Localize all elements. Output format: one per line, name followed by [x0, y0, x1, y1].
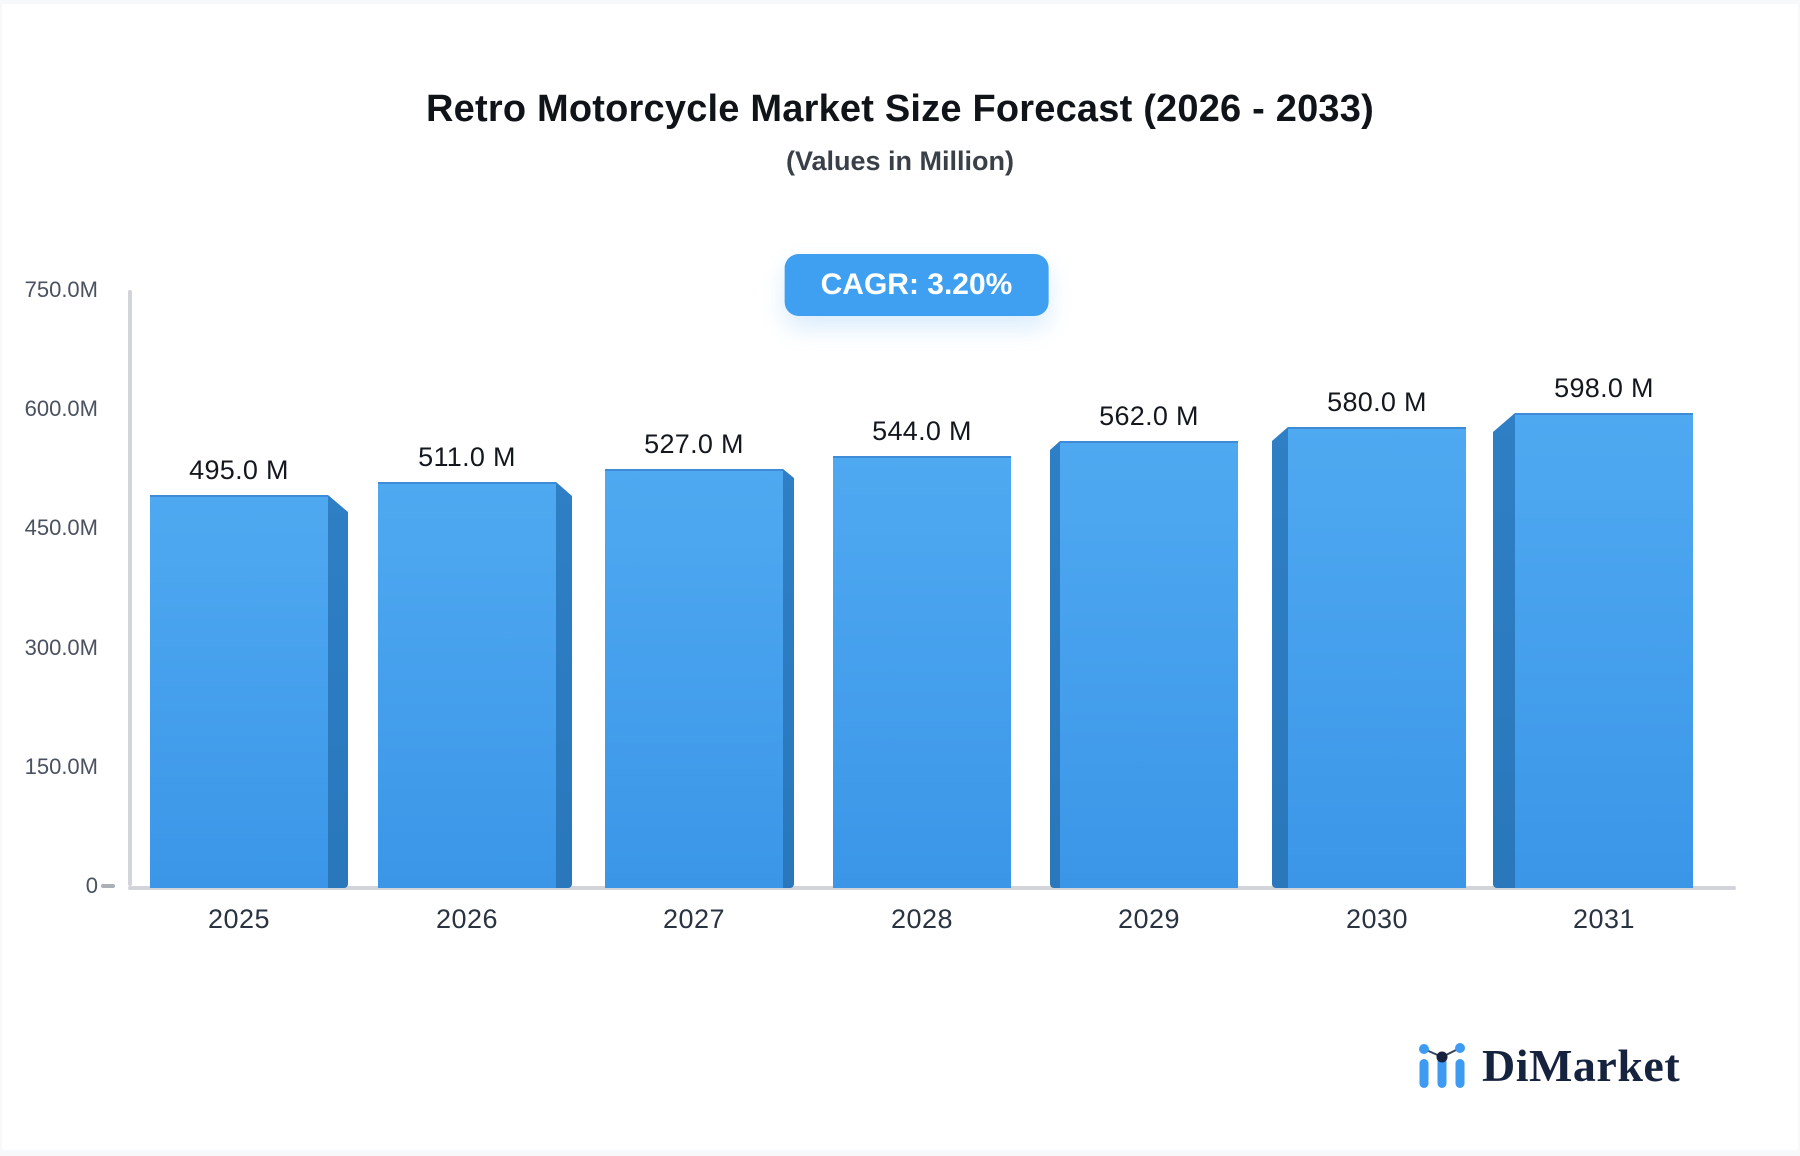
y-axis-line [128, 290, 132, 886]
y-axis-tick-label: 300.0M [24, 634, 98, 660]
bar[interactable] [378, 482, 556, 888]
bar-side-face [1050, 441, 1060, 888]
bar-side-face [556, 482, 572, 888]
bar-value-label: 495.0 M [189, 455, 289, 485]
bar-value-label: 598.0 M [1554, 373, 1654, 403]
x-axis-line [128, 886, 1736, 890]
y-axis-tick-label: 150.0M [24, 753, 98, 779]
bar-side-face [1272, 427, 1288, 888]
bar-value-label: 527.0 M [644, 429, 744, 459]
y-axis-tick-label: 600.0M [24, 396, 98, 422]
cagr-badge: CAGR: 3.20% [784, 254, 1049, 316]
bar-value-label: 511.0 M [418, 442, 516, 472]
bar[interactable] [150, 495, 328, 888]
y-axis-tick-label: 0 [85, 873, 98, 898]
x-axis-label: 2027 [662, 904, 726, 934]
y-axis-tick-label: 750.0M [24, 277, 98, 302]
zero-tick-mark [101, 884, 115, 888]
brand-logo-text: DiMarket [1482, 1039, 1681, 1091]
x-axis-label: 2031 [1572, 904, 1636, 934]
x-axis-label: 2026 [435, 904, 499, 934]
bar[interactable] [1060, 441, 1238, 888]
bar-value-label: 580.0 M [1327, 387, 1427, 417]
bar-value-label: 544.0 M [872, 416, 972, 446]
bar-side-face [783, 469, 794, 888]
bar-side-face [328, 495, 348, 888]
x-axis-label: 2029 [1117, 904, 1181, 934]
y-axis-tick-label: 450.0M [24, 515, 98, 541]
bar-side-face [1493, 413, 1515, 888]
brand-logo: DiMarket [1414, 1038, 1680, 1092]
bar[interactable] [1515, 413, 1693, 888]
x-axis-label: 2028 [890, 904, 954, 934]
x-axis-label: 2030 [1345, 904, 1409, 934]
chart-title: Retro Motorcycle Market Size Forecast (2… [426, 88, 1374, 130]
bar[interactable] [833, 456, 1011, 888]
bar[interactable] [605, 469, 783, 888]
x-axis-label: 2025 [207, 904, 271, 934]
chart-subtitle: (Values in Million) [785, 146, 1015, 176]
cagr-badge-label: CAGR: 3.20% [820, 268, 1013, 301]
mini-bar-chart-icon [1419, 1043, 1465, 1088]
bar[interactable] [1288, 427, 1466, 888]
bar-value-label: 562.0 M [1099, 401, 1199, 431]
